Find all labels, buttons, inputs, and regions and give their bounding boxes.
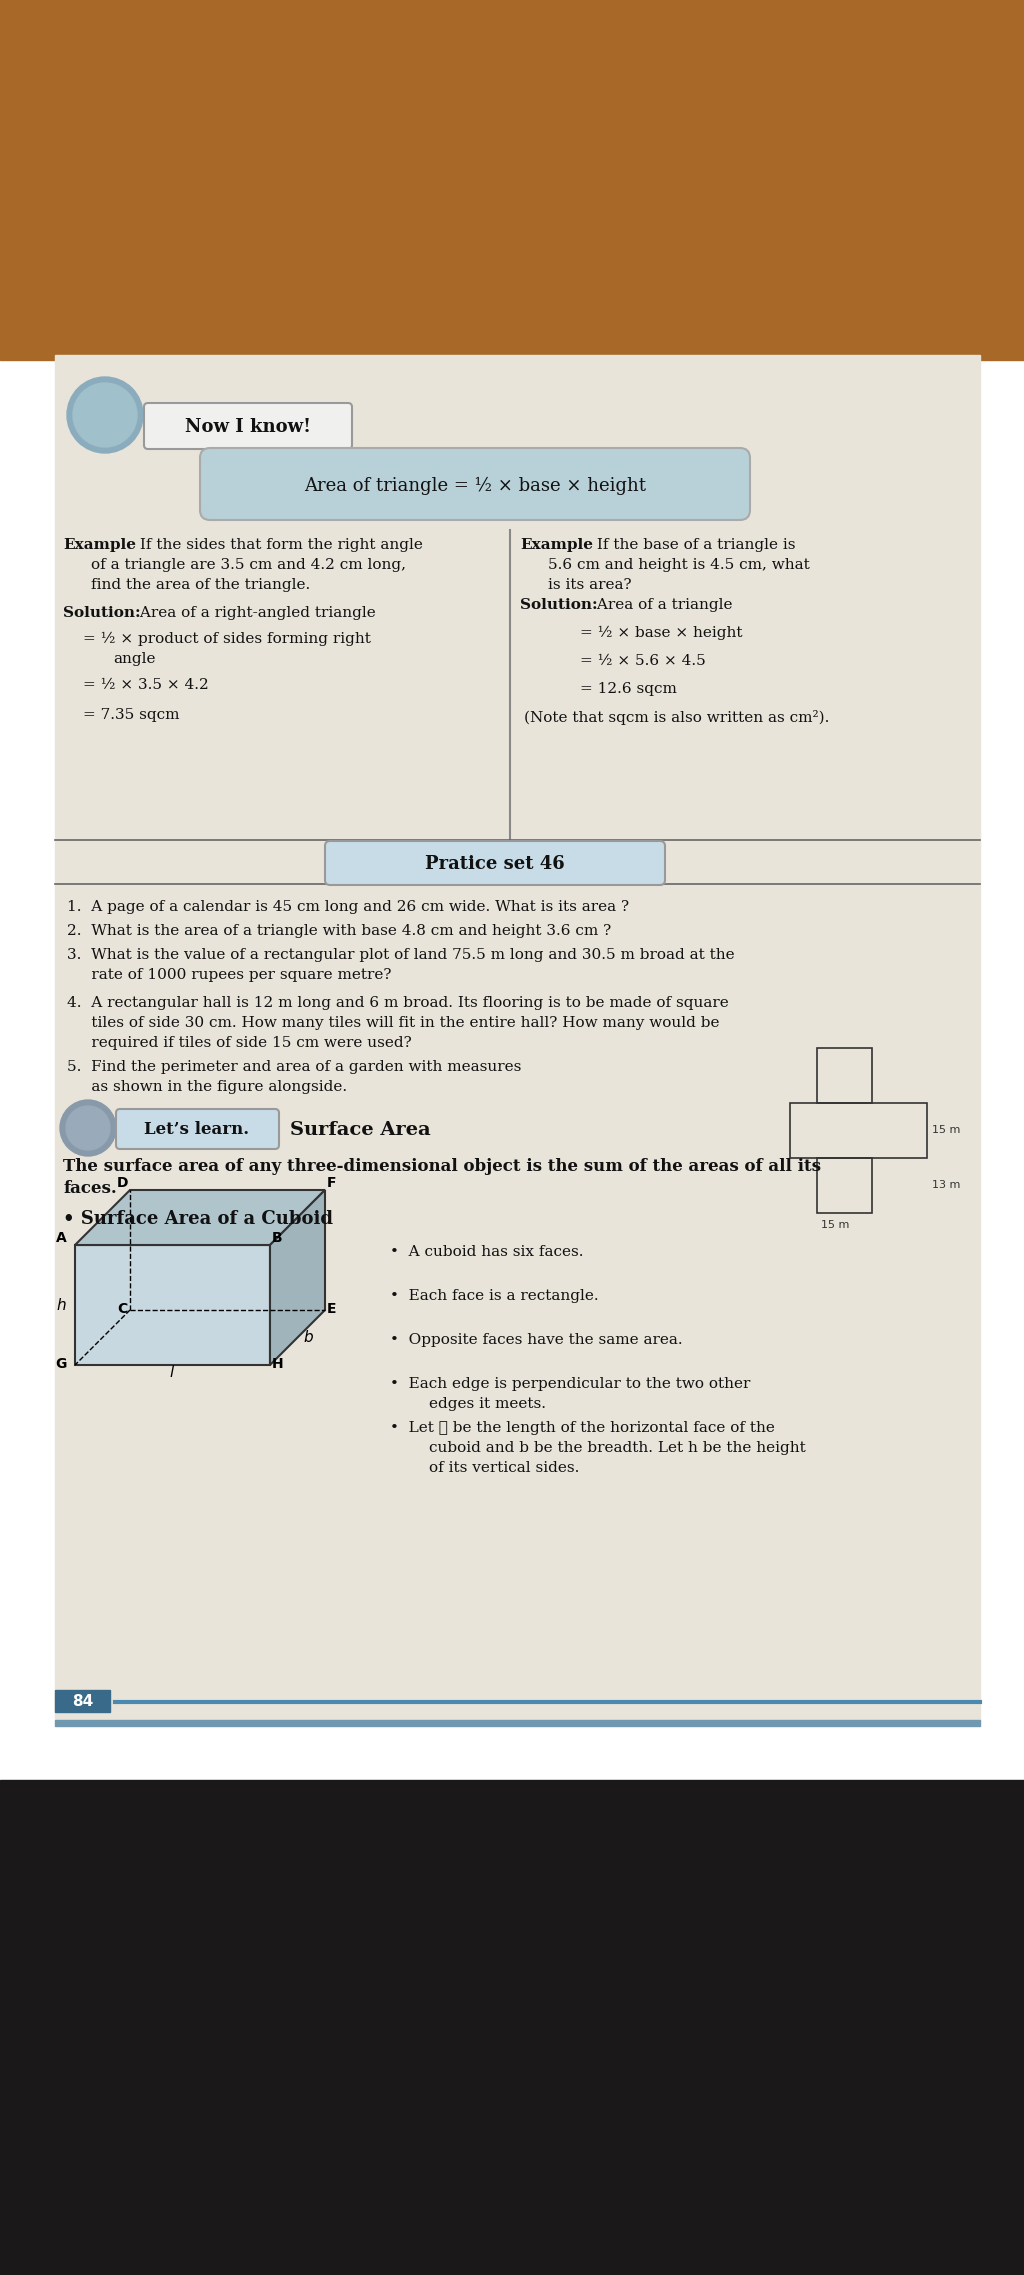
Text: Solution:: Solution: <box>63 605 140 621</box>
Bar <box>55 1720 980 1727</box>
Text: of a triangle are 3.5 cm and 4.2 cm long,: of a triangle are 3.5 cm and 4.2 cm long… <box>91 557 406 571</box>
Text: H: H <box>272 1356 284 1372</box>
Text: 2.  What is the area of a triangle with base 4.8 cm and height 3.6 cm ?: 2. What is the area of a triangle with b… <box>67 924 611 937</box>
Text: 4.  A rectangular hall is 12 m long and 6 m broad. Its flooring is to be made of: 4. A rectangular hall is 12 m long and 6… <box>67 996 729 1010</box>
Text: rate of 1000 rupees per square metre?: rate of 1000 rupees per square metre? <box>67 967 391 983</box>
Text: F: F <box>327 1176 337 1190</box>
Text: is its area?: is its area? <box>548 578 632 592</box>
Text: 13 m: 13 m <box>932 1181 961 1190</box>
Text: G: G <box>55 1356 67 1372</box>
FancyBboxPatch shape <box>200 448 750 521</box>
Text: of its vertical sides.: of its vertical sides. <box>390 1461 580 1474</box>
Text: Area of a triangle: Area of a triangle <box>592 598 732 612</box>
Text: faces.: faces. <box>63 1181 117 1197</box>
Text: find the area of the triangle.: find the area of the triangle. <box>91 578 310 592</box>
Text: tiles of side 30 cm. How many tiles will fit in the entire hall? How many would : tiles of side 30 cm. How many tiles will… <box>67 1017 720 1031</box>
Text: •  A cuboid has six faces.: • A cuboid has six faces. <box>390 1244 584 1258</box>
FancyBboxPatch shape <box>144 403 352 448</box>
Text: = ½ × product of sides forming right: = ½ × product of sides forming right <box>83 632 371 646</box>
Text: 5.6 cm and height is 4.5 cm, what: 5.6 cm and height is 4.5 cm, what <box>548 557 810 571</box>
Polygon shape <box>75 1244 270 1365</box>
Text: Let’s learn.: Let’s learn. <box>144 1122 250 1138</box>
Text: Example: Example <box>63 537 136 553</box>
Bar <box>817 1049 872 1103</box>
Text: as shown in the figure alongside.: as shown in the figure alongside. <box>67 1081 347 1094</box>
Circle shape <box>73 382 137 446</box>
Text: (Note that sqcm is also written as cm²).: (Note that sqcm is also written as cm²). <box>524 710 829 726</box>
Text: 3.  What is the value of a rectangular plot of land 75.5 m long and 30.5 m broad: 3. What is the value of a rectangular pl… <box>67 949 734 962</box>
Text: l: l <box>170 1365 174 1381</box>
FancyBboxPatch shape <box>116 1108 279 1149</box>
Text: Example: Example <box>520 537 593 553</box>
Text: C: C <box>118 1301 128 1315</box>
Text: edges it meets.: edges it meets. <box>390 1397 546 1410</box>
Text: 84: 84 <box>73 1695 93 1709</box>
Text: 15 m: 15 m <box>821 1219 849 1231</box>
Text: b: b <box>303 1331 312 1345</box>
Text: required if tiles of side 15 cm were used?: required if tiles of side 15 cm were use… <box>67 1035 412 1051</box>
Text: = ½ × 5.6 × 4.5: = ½ × 5.6 × 4.5 <box>580 653 706 669</box>
Text: Solution:: Solution: <box>520 598 598 612</box>
Text: •  Each edge is perpendicular to the two other: • Each edge is perpendicular to the two … <box>390 1376 751 1390</box>
Text: h: h <box>56 1297 66 1313</box>
Text: Area of a right-angled triangle: Area of a right-angled triangle <box>135 605 376 621</box>
Bar <box>790 1103 927 1158</box>
Text: If the sides that form the right angle: If the sides that form the right angle <box>135 537 423 553</box>
Text: The surface area of any three-dimensional object is the sum of the areas of all : The surface area of any three-dimensiona… <box>63 1158 821 1174</box>
Text: A: A <box>56 1231 67 1244</box>
Text: • Surface Area of a Cuboid: • Surface Area of a Cuboid <box>63 1210 333 1228</box>
Text: E: E <box>327 1301 337 1315</box>
Text: 5.  Find the perimeter and area of a garden with measures: 5. Find the perimeter and area of a gard… <box>67 1060 521 1074</box>
Text: = 12.6 sqcm: = 12.6 sqcm <box>580 682 677 696</box>
Text: •  Let ℓ be the length of the horizontal face of the: • Let ℓ be the length of the horizontal … <box>390 1422 775 1436</box>
Polygon shape <box>75 1190 325 1244</box>
Circle shape <box>60 1101 116 1156</box>
Text: Surface Area: Surface Area <box>290 1122 431 1140</box>
Text: cuboid and b be the breadth. Let h be the height: cuboid and b be the breadth. Let h be th… <box>390 1440 806 1456</box>
Bar <box>0 0 1024 359</box>
Text: D: D <box>117 1176 128 1190</box>
Text: If the base of a triangle is: If the base of a triangle is <box>592 537 796 553</box>
Bar <box>55 1690 110 1713</box>
Circle shape <box>66 1106 110 1149</box>
Text: Pratice set 46: Pratice set 46 <box>425 855 565 874</box>
Text: 15 m: 15 m <box>932 1126 961 1135</box>
Text: •  Opposite faces have the same area.: • Opposite faces have the same area. <box>390 1333 683 1347</box>
Text: = ½ × 3.5 × 4.2: = ½ × 3.5 × 4.2 <box>83 678 209 692</box>
Text: B: B <box>272 1231 283 1244</box>
Text: Area of triangle = ½ × base × height: Area of triangle = ½ × base × height <box>304 478 646 496</box>
Text: •  Each face is a rectangle.: • Each face is a rectangle. <box>390 1290 599 1304</box>
Bar <box>0 1779 1024 2275</box>
Text: angle: angle <box>113 653 156 667</box>
Circle shape <box>67 378 143 453</box>
Bar <box>817 1158 872 1213</box>
Bar <box>55 355 980 1720</box>
Polygon shape <box>270 1190 325 1365</box>
Text: Now I know!: Now I know! <box>185 419 311 437</box>
Text: 1.  A page of a calendar is 45 cm long and 26 cm wide. What is its area ?: 1. A page of a calendar is 45 cm long an… <box>67 901 629 915</box>
Text: = 7.35 sqcm: = 7.35 sqcm <box>83 708 179 721</box>
Text: = ½ × base × height: = ½ × base × height <box>580 626 742 639</box>
FancyBboxPatch shape <box>325 842 665 885</box>
